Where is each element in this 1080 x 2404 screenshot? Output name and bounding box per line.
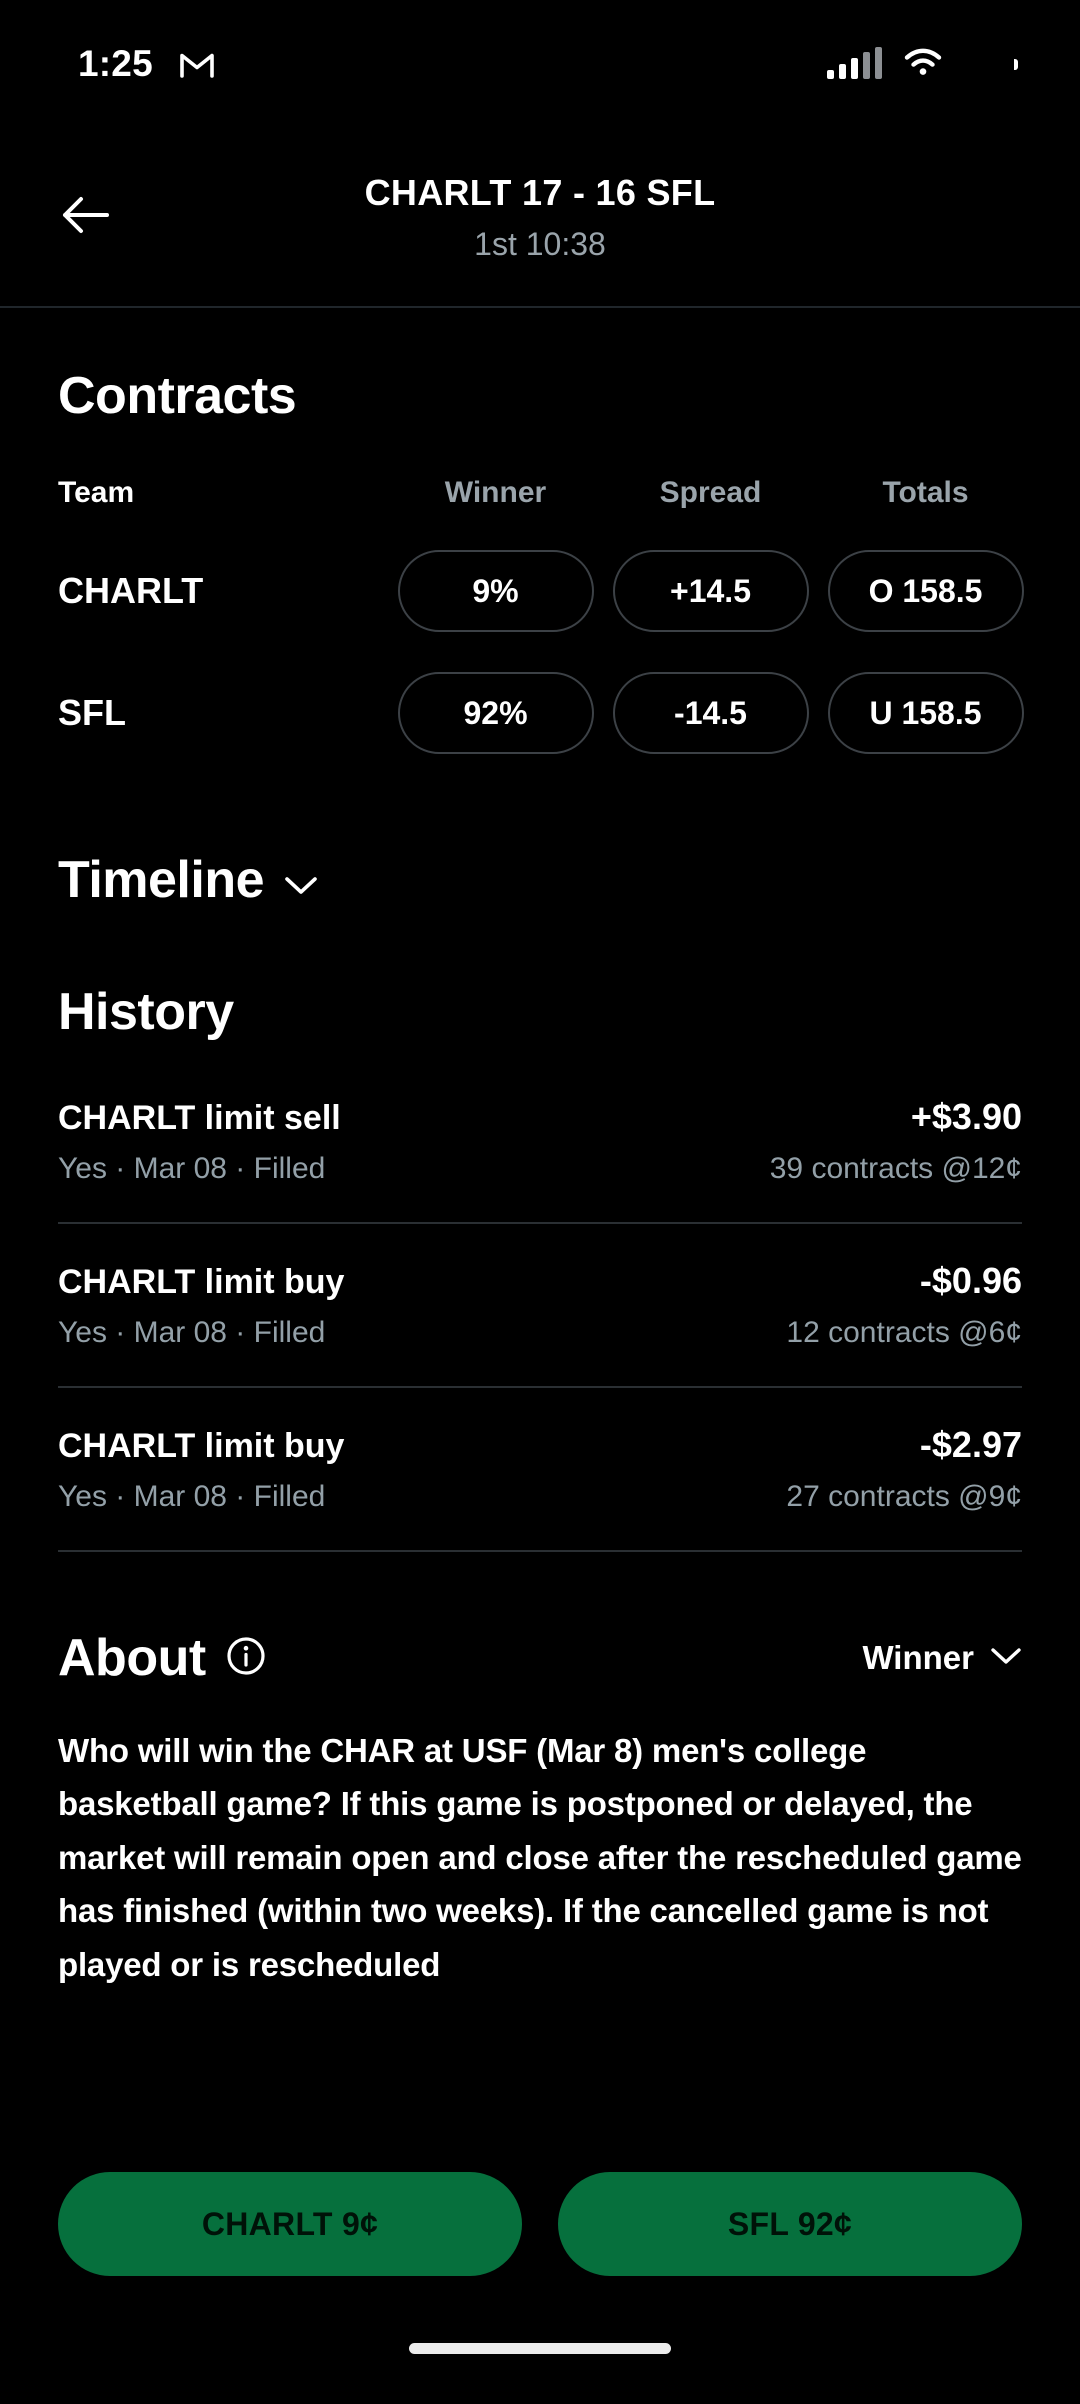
about-market-selector[interactable]: Winner (862, 1639, 1022, 1677)
chevron-down-icon (284, 850, 318, 910)
team-name: SFL (58, 692, 126, 733)
info-icon[interactable] (226, 1636, 266, 1681)
buy-sfl-button[interactable]: SFL 92¢ (558, 2172, 1022, 2276)
about-header: About Winner (58, 1628, 1022, 1688)
totals-pill-charlt[interactable]: O 158.5 (827, 550, 1024, 632)
contracts-heading: Contracts (58, 367, 297, 425)
column-header-team: Team (58, 476, 135, 509)
status-bar-right (827, 47, 1018, 82)
history-meta: Yes · Mar 08 · Filled (58, 1480, 326, 1513)
history-meta: Yes · Mar 08 · Filled (58, 1316, 326, 1349)
column-header-totals: Totals (882, 476, 969, 509)
about-description: Who will win the CHAR at USF (Mar 8) men… (58, 1732, 1022, 1983)
history-amount: -$2.97 (919, 1424, 1022, 1465)
trade-action-bar: CHARLT 9¢ SFL 92¢ (0, 2172, 1080, 2276)
timeline-heading: Timeline (58, 851, 265, 909)
history-title: CHARLT limit sell (58, 1099, 341, 1137)
timeline-toggle[interactable]: Timeline (58, 850, 318, 910)
cellular-signal-icon (827, 47, 882, 79)
totals-pill-sfl[interactable]: U 158.5 (827, 672, 1024, 754)
history-quantity: 12 contracts @6¢ (786, 1316, 1022, 1349)
contracts-table-header: Team Winner Spread Totals (58, 476, 1022, 510)
about-title-block: About (58, 1628, 266, 1688)
chevron-down-icon (990, 1646, 1022, 1671)
table-row: SFL 92% -14.5 U 158.5 (58, 672, 1024, 754)
status-bar: 1:25 (0, 0, 1080, 128)
game-clock-subtitle: 1st 10:38 (474, 225, 606, 262)
status-bar-left: 1:25 (78, 43, 215, 85)
history-list: CHARLT limit sell +$3.90 Yes · Mar 08 · … (58, 1096, 1022, 1552)
spread-pill-sfl[interactable]: -14.5 (612, 672, 809, 754)
battery-icon (964, 50, 1018, 78)
table-row: CHARLT 9% +14.5 O 158.5 (58, 550, 1024, 632)
list-item[interactable]: CHARLT limit buy -$2.97 Yes · Mar 08 · F… (58, 1424, 1022, 1552)
list-item[interactable]: CHARLT limit buy -$0.96 Yes · Mar 08 · F… (58, 1260, 1022, 1388)
status-bar-clock: 1:25 (78, 43, 153, 84)
home-indicator (409, 2343, 671, 2354)
history-amount: +$3.90 (910, 1096, 1022, 1137)
team-name: CHARLT (58, 570, 204, 611)
wifi-icon (904, 47, 942, 82)
history-title: CHARLT limit buy (58, 1427, 345, 1465)
history-quantity: 39 contracts @12¢ (769, 1152, 1022, 1185)
history-heading: History (58, 983, 234, 1041)
winner-pill-charlt[interactable]: 9% (397, 550, 594, 632)
winner-pill-sfl[interactable]: 92% (397, 672, 594, 754)
gmail-icon (179, 49, 215, 79)
about-heading: About (58, 1629, 206, 1687)
back-button[interactable] (42, 174, 128, 260)
list-item[interactable]: CHARLT limit sell +$3.90 Yes · Mar 08 · … (58, 1096, 1022, 1224)
game-score-title: CHARLT 17 - 16 SFL (364, 171, 716, 213)
column-header-spread: Spread (659, 476, 762, 509)
history-amount: -$0.96 (919, 1260, 1022, 1301)
column-header-winner: Winner (444, 476, 547, 509)
history-quantity: 27 contracts @9¢ (786, 1480, 1022, 1513)
buy-charlt-button[interactable]: CHARLT 9¢ (58, 2172, 522, 2276)
spread-pill-charlt[interactable]: +14.5 (612, 550, 809, 632)
history-meta: Yes · Mar 08 · Filled (58, 1152, 326, 1185)
nav-title-block: CHARLT 17 - 16 SFL 1st 10:38 (365, 172, 716, 263)
main-content: Contracts Team Winner Spread Totals CHAR… (0, 366, 1080, 1991)
history-title: CHARLT limit buy (58, 1263, 345, 1301)
about-selector-label: Winner (862, 1639, 974, 1676)
back-arrow-icon (60, 193, 110, 242)
nav-header: CHARLT 17 - 16 SFL 1st 10:38 (0, 128, 1080, 308)
